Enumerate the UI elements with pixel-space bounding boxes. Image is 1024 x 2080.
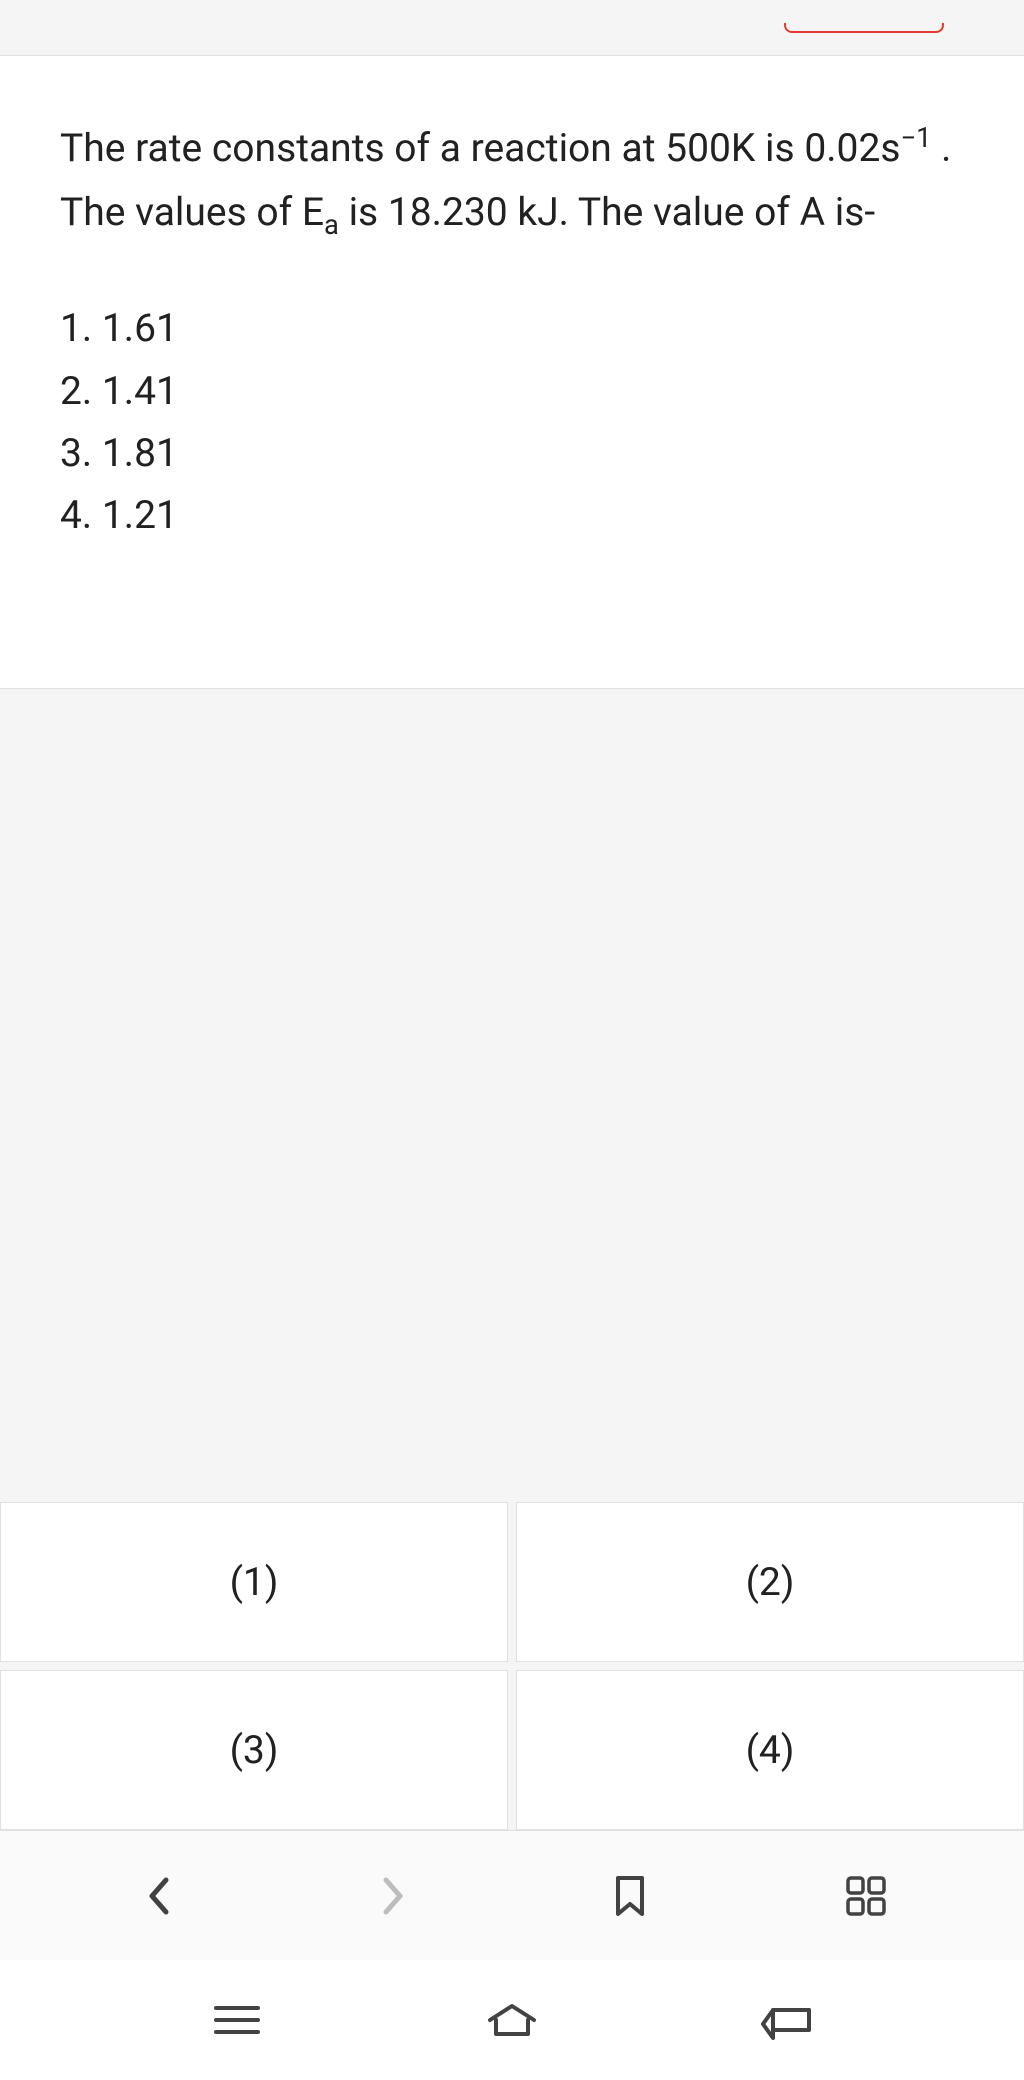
- answer-button-3[interactable]: (3): [0, 1670, 508, 1830]
- chevron-left-icon: [144, 1874, 172, 1918]
- question-part3: is 18.230 kJ. The value of A is-: [339, 189, 875, 235]
- bookmark-button[interactable]: [608, 1874, 652, 1918]
- question-card: The rate constants of a reaction at 500K…: [0, 56, 1024, 689]
- options-list: 1. 1.61 2. 1.41 3. 1.81 4. 1.21: [60, 298, 964, 546]
- next-button[interactable]: [372, 1874, 416, 1918]
- option-4: 4. 1.21: [60, 485, 964, 545]
- back-icon: [759, 2000, 815, 2040]
- home-icon: [484, 2000, 540, 2040]
- question-part1: The rate constants of a reaction at 500K…: [60, 125, 901, 171]
- content-spacer: [0, 689, 1024, 1502]
- answer-grid: (1) (2) (3) (4): [0, 1502, 1024, 1830]
- recent-apps-button[interactable]: [207, 1990, 267, 2050]
- answer-button-1[interactable]: (1): [0, 1502, 508, 1662]
- grid-button[interactable]: [844, 1874, 888, 1918]
- question-exponent: −1: [901, 122, 932, 154]
- prev-button[interactable]: [136, 1874, 180, 1918]
- back-button[interactable]: [757, 1990, 817, 2050]
- bookmark-icon: [612, 1874, 648, 1918]
- question-subscript: a: [324, 209, 339, 241]
- question-text: The rate constants of a reaction at 500K…: [60, 116, 964, 248]
- grid-icon: [844, 1874, 888, 1918]
- top-accent-indicator: [784, 23, 944, 33]
- option-3: 3. 1.81: [60, 423, 964, 483]
- app-nav-bar: [0, 1830, 1024, 1960]
- system-nav-bar: [0, 1960, 1024, 2080]
- top-bar: [0, 0, 1024, 56]
- menu-icon: [212, 2002, 262, 2038]
- answer-button-2[interactable]: (2): [516, 1502, 1024, 1662]
- home-button[interactable]: [482, 1990, 542, 2050]
- chevron-right-icon: [380, 1874, 408, 1918]
- answer-button-4[interactable]: (4): [516, 1670, 1024, 1830]
- option-2: 2. 1.41: [60, 361, 964, 421]
- option-1: 1. 1.61: [60, 298, 964, 358]
